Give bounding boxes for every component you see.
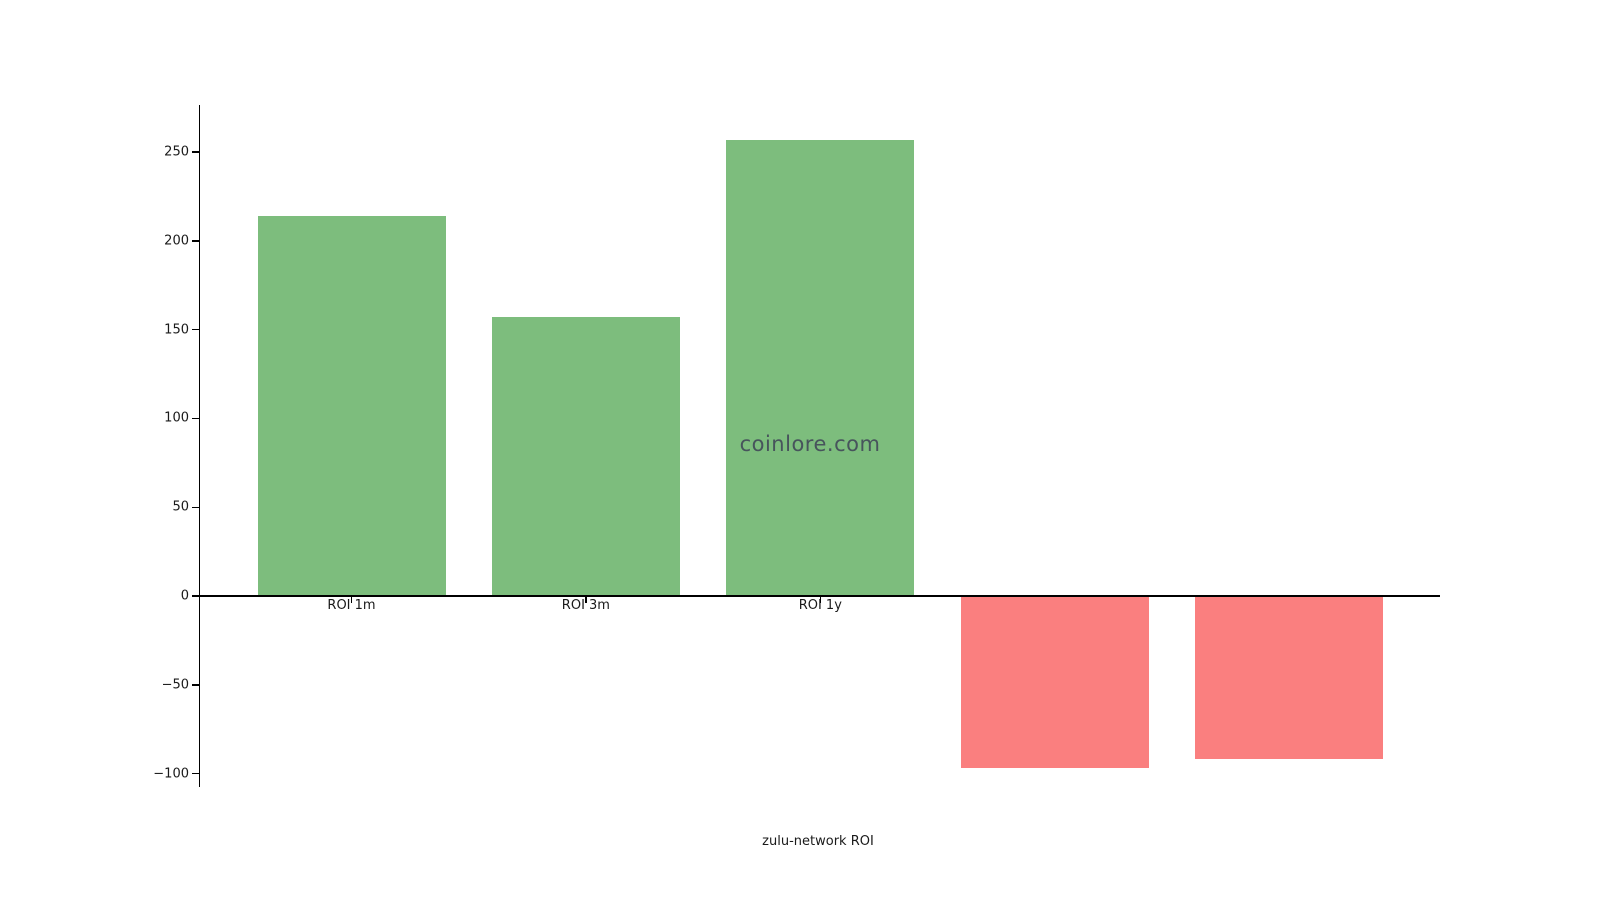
bar-ROI 1m [257, 216, 446, 597]
y-axis-spine [198, 105, 200, 787]
x-tick-label: ROI 1m [327, 597, 376, 613]
chart-title: zulu-network ROI [762, 834, 874, 849]
y-tickmark [191, 684, 199, 686]
x-tick-label: ROI 1y [798, 597, 842, 613]
y-tick-label: −50 [161, 677, 189, 693]
y-tickmark [191, 773, 199, 775]
watermark-text: coinlore.com [739, 432, 881, 456]
y-tick-label: 50 [172, 499, 189, 515]
y-tick-label: 250 [164, 144, 189, 160]
y-tickmark [191, 506, 199, 508]
y-tickmark [191, 417, 199, 420]
bar-ROI 1y [726, 139, 915, 597]
y-tick-label: 0 [180, 588, 189, 604]
x-tickmark [585, 596, 587, 604]
y-tick-label: 150 [164, 322, 189, 338]
y-tick-label: 100 [164, 410, 189, 426]
x-tickmark [350, 596, 353, 604]
y-tickmark [191, 151, 199, 153]
y-tick-label: 200 [164, 233, 189, 249]
y-tickmark [191, 329, 199, 331]
bar-neg-3 [960, 596, 1149, 769]
y-tickmark [191, 240, 199, 242]
y-tickmark [191, 595, 199, 597]
bar-ROI 3m [491, 317, 680, 597]
x-tickmark [819, 596, 821, 604]
x-tick-label: ROI 3m [561, 597, 610, 613]
bar-neg-4 [1195, 596, 1384, 760]
y-tick-label: −100 [153, 766, 189, 782]
